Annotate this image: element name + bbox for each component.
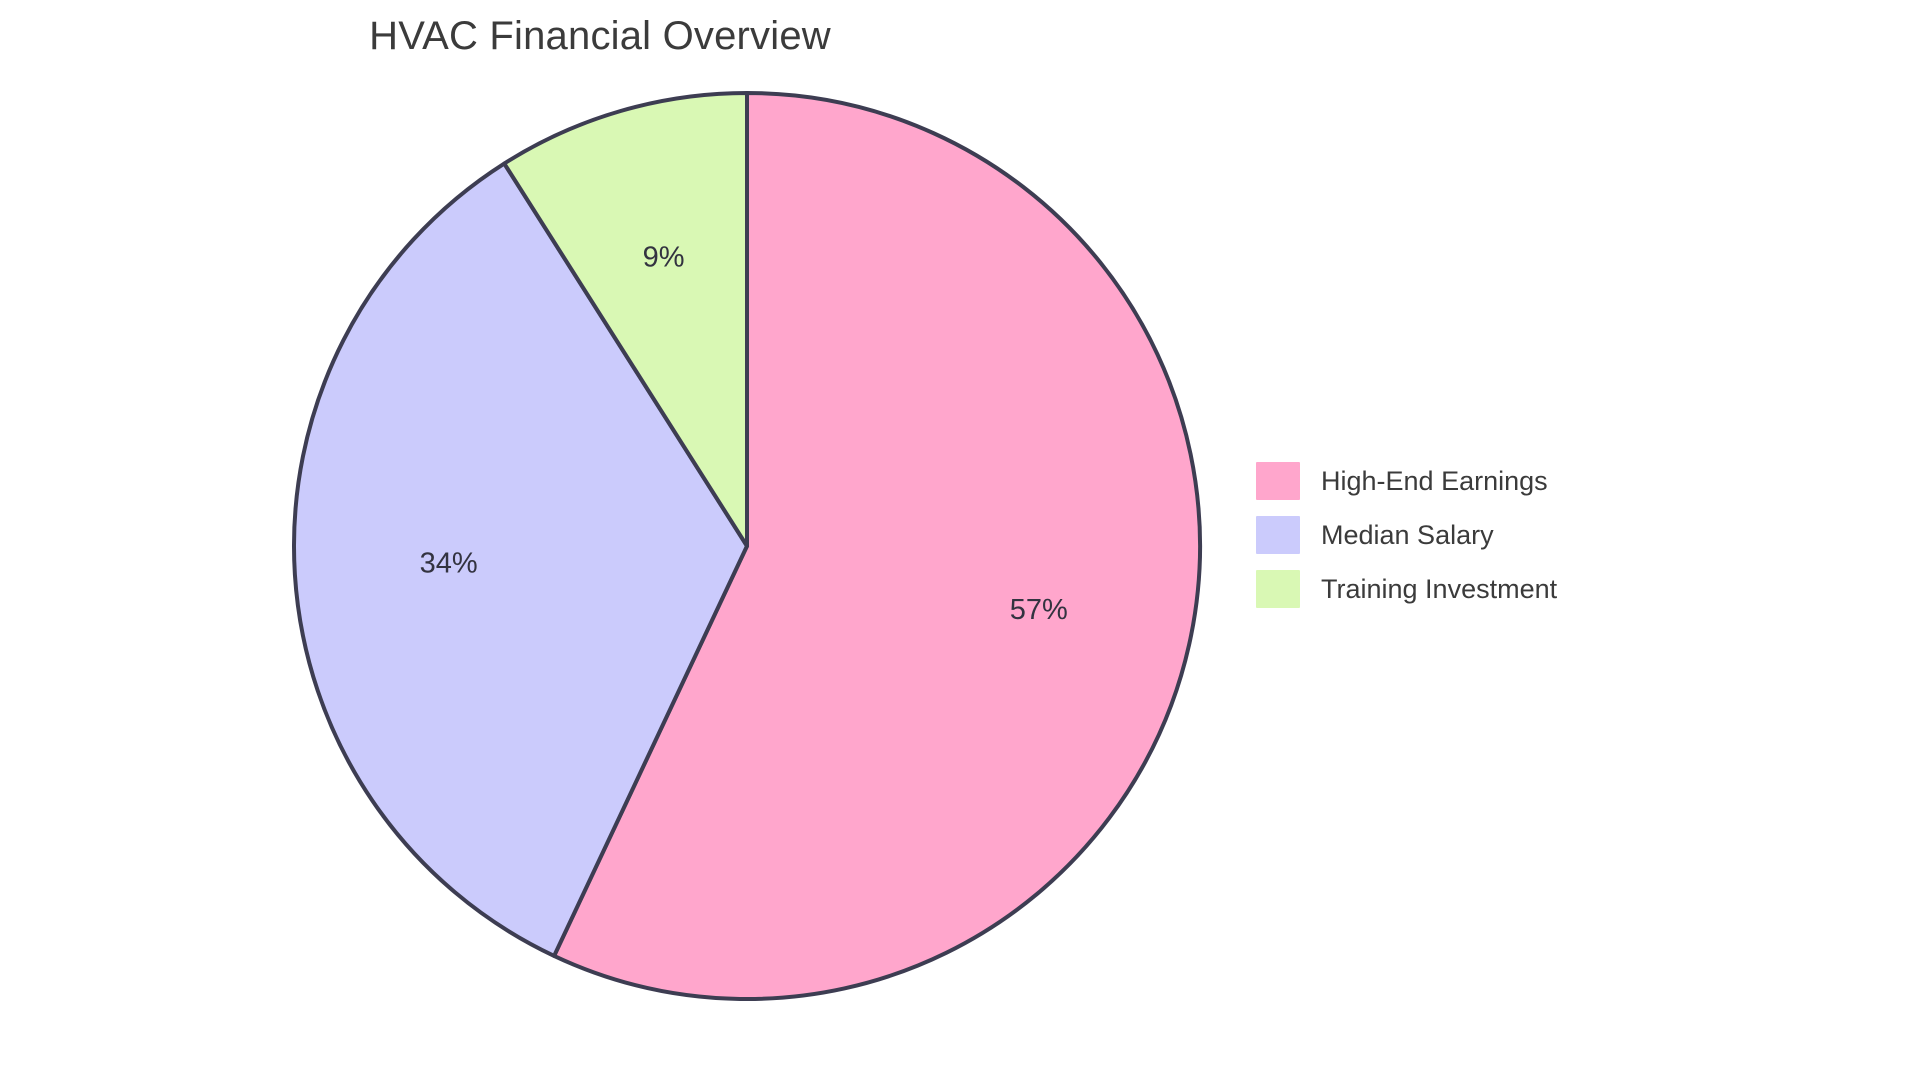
legend-label-high-end-earnings: High-End Earnings <box>1321 466 1548 496</box>
chart-legend: High-End Earnings Median Salary Training… <box>1256 462 1557 608</box>
pie-slice-label-median-salary: 34% <box>420 547 478 579</box>
pie-slice-label-training-investment: 9% <box>643 242 685 274</box>
pie-slice-labels-group: 57% 34% 9% <box>420 242 1068 626</box>
legend-swatch-icon-median-salary <box>1256 516 1300 554</box>
pie-slice-training-investment[interactable] <box>502 91 749 548</box>
legend-item-training-investment[interactable]: Training Investment <box>1256 570 1557 608</box>
legend-item-median-salary[interactable]: Median Salary <box>1256 516 1557 554</box>
pie-slice-median-salary[interactable] <box>292 161 749 958</box>
legend-item-high-end-earnings[interactable]: High-End Earnings <box>1256 462 1557 500</box>
pie-slice-label-high-end-earnings: 57% <box>1010 594 1068 626</box>
legend-swatch-icon-high-end-earnings <box>1256 462 1300 500</box>
page-title: HVAC Financial Overview <box>369 14 831 58</box>
pie-slices-group <box>292 91 1202 1001</box>
pie-slice-high-end-earnings[interactable] <box>552 91 1202 1001</box>
legend-label-training-investment: Training Investment <box>1321 574 1558 604</box>
legend-label-median-salary: Median Salary <box>1321 520 1494 550</box>
legend-swatch-icon-training-investment <box>1256 570 1300 608</box>
